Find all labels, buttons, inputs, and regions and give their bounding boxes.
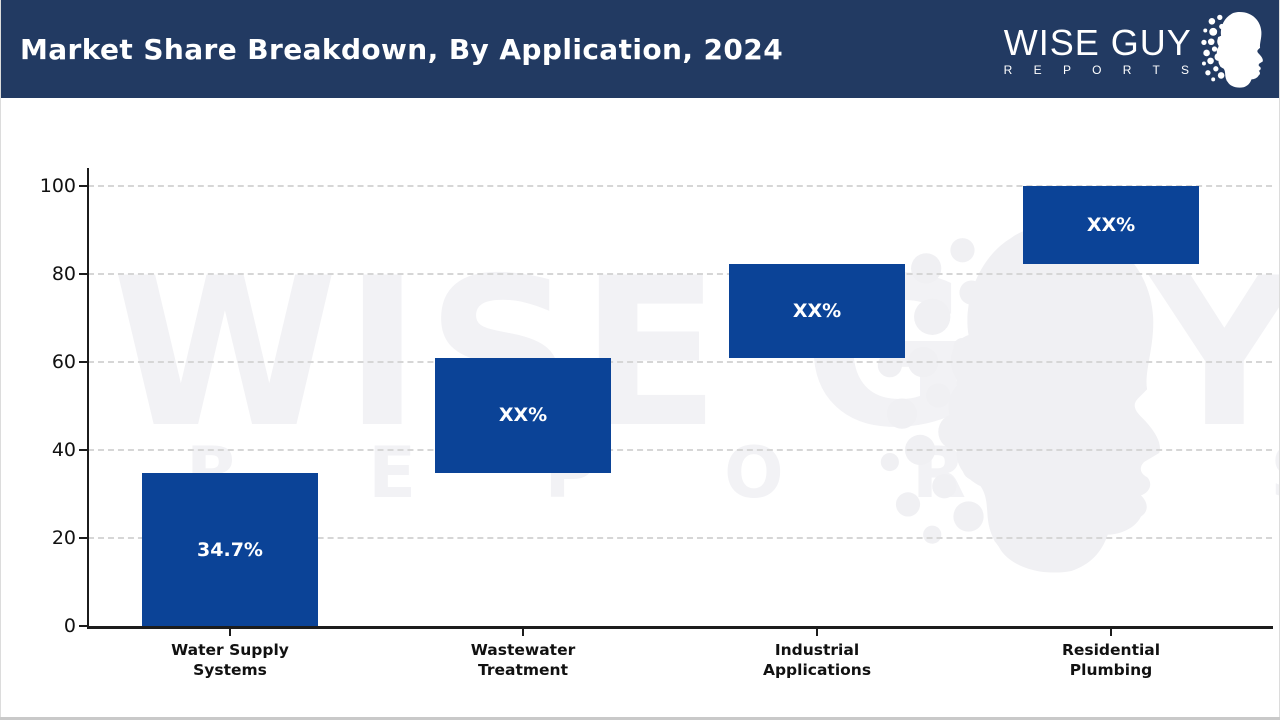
x-tick-industrial-applications — [816, 629, 818, 636]
x-category-label-line: Treatment — [477, 661, 568, 680]
bar-value-label-water-supply-systems: 34.7% — [197, 538, 263, 561]
x-category-label-water-supply-systems: Water Supply Systems — [110, 640, 350, 681]
bar-value-label-residential-plumbing: XX% — [1086, 213, 1136, 236]
x-category-label-line: Systems — [193, 661, 267, 680]
x-category-label-residential-plumbing: Residential Plumbing — [991, 640, 1231, 681]
x-axis-line — [87, 626, 1273, 629]
y-tick-40 — [79, 449, 88, 451]
x-category-label-line: Residential — [1061, 641, 1161, 659]
x-tick-wastewater-treatment — [522, 629, 524, 636]
x-tick-residential-plumbing — [1110, 629, 1112, 636]
x-category-label-line: Industrial — [774, 641, 860, 659]
logo-subtext: R E P O R T S — [1003, 63, 1198, 78]
bar-wastewater-treatment: XX% — [435, 357, 611, 474]
logo-head-dots-icon — [1200, 10, 1266, 90]
page-bottom-hairline — [0, 717, 1280, 720]
bar-water-supply-systems: 34.7% — [142, 473, 318, 626]
bar-value-label-industrial-applications: XX% — [792, 299, 842, 322]
y-tick-label-40: 40 — [51, 439, 76, 461]
y-tick-label-0: 0 — [63, 615, 76, 637]
bar-value-label-wastewater-treatment: XX% — [498, 404, 548, 427]
y-tick-100 — [79, 185, 88, 187]
page-title: Market Share Breakdown, By Application, … — [20, 33, 784, 66]
y-tick-20 — [79, 537, 88, 539]
y-tick-label-100: 100 — [39, 175, 76, 197]
watermark-head-dots-graphic — [862, 226, 1184, 574]
y-tick-label-60: 60 — [51, 351, 76, 373]
x-category-label-wastewater-treatment: Wastewater Treatment — [403, 640, 643, 681]
header-bar: Market Share Breakdown, By Application, … — [0, 0, 1280, 98]
x-category-label-industrial-applications: Industrial Applications — [697, 640, 937, 681]
gridline-40 — [88, 449, 1272, 451]
x-category-label-line: Water Supply — [171, 641, 289, 659]
gridline-80 — [88, 273, 1272, 275]
bar-industrial-applications: XX% — [729, 263, 905, 358]
y-tick-0 — [79, 625, 88, 627]
brand-logo: WISE GUY R E P O R T S — [998, 8, 1266, 92]
x-tick-water-supply-systems — [229, 629, 231, 636]
bar-residential-plumbing: XX% — [1023, 186, 1199, 264]
x-category-label-line: Applications — [762, 661, 872, 680]
y-axis-line — [87, 168, 89, 628]
y-tick-label-20: 20 — [51, 527, 76, 549]
gridline-20 — [88, 537, 1272, 539]
gridline-60 — [88, 361, 1272, 363]
y-tick-label-80: 80 — [51, 263, 76, 285]
x-category-label-line: Wastewater — [470, 641, 576, 659]
x-category-label-line: Plumbing — [1069, 661, 1153, 680]
page-left-hairline — [0, 0, 1, 720]
y-tick-80 — [79, 273, 88, 275]
y-tick-60 — [79, 361, 88, 363]
logo-text: WISE GUY R E P O R T S — [998, 23, 1198, 78]
logo-wordmark: WISE GUY — [1003, 21, 1192, 63]
gridline-100 — [88, 185, 1272, 187]
